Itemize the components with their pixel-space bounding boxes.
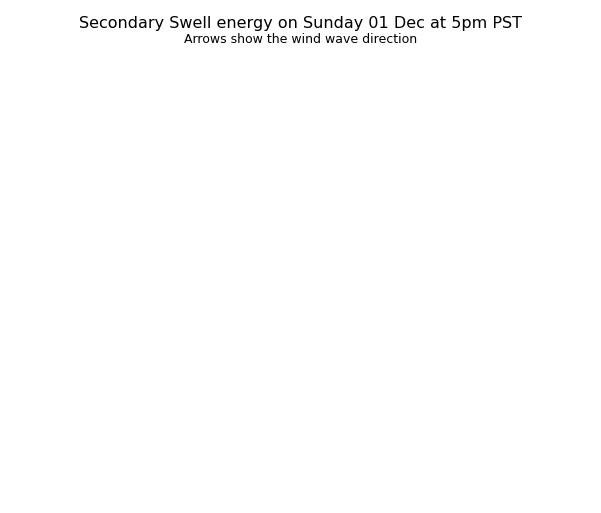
Text: Arrows show the wind wave direction: Arrows show the wind wave direction xyxy=(184,33,417,46)
Text: Secondary Swell energy on Sunday 01 Dec at 5pm PST: Secondary Swell energy on Sunday 01 Dec … xyxy=(79,16,522,31)
Text: cartopy not available: cartopy not available xyxy=(227,274,374,288)
